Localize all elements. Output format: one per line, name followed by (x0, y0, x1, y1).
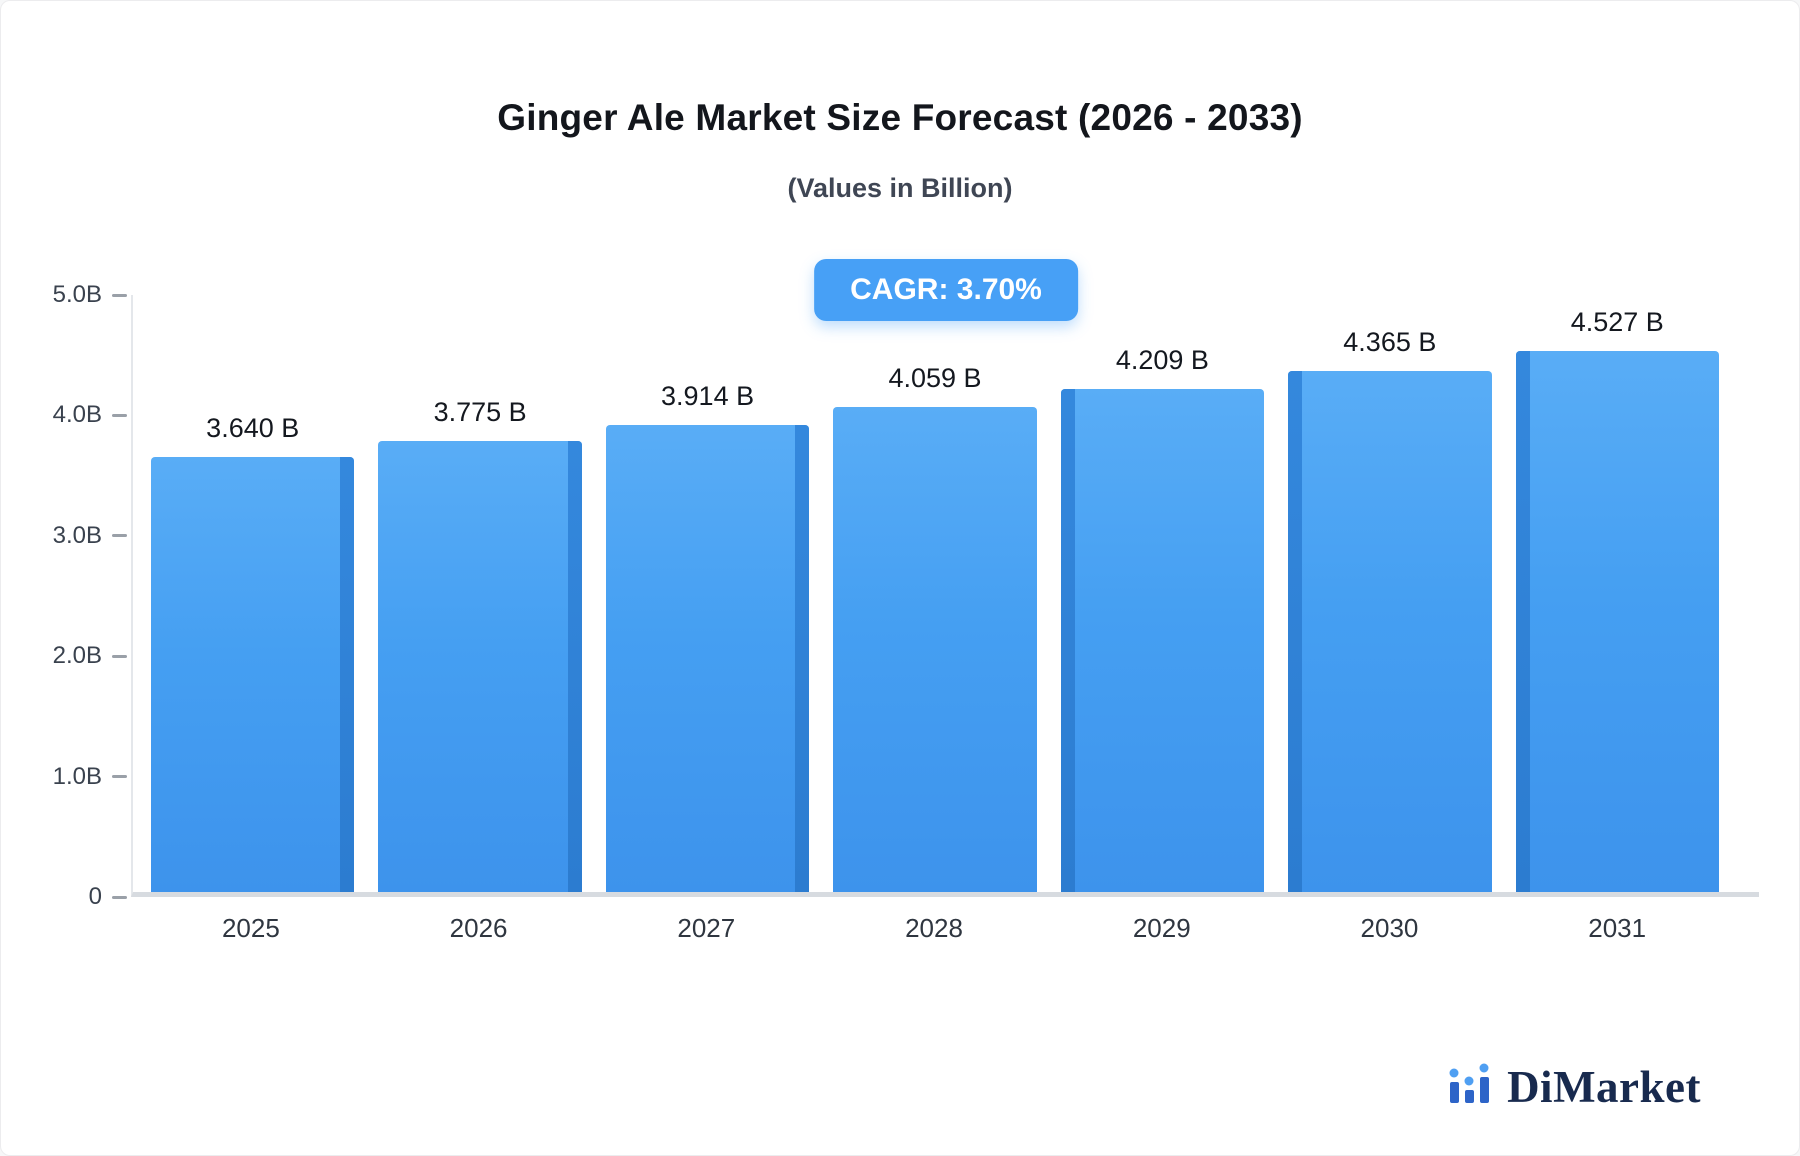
bar-slot-2031: 4.527 B (1515, 295, 1719, 892)
x-label-2031: 2031 (1588, 913, 1647, 943)
y-tick-mark (112, 293, 127, 297)
chart-title: Ginger Ale Market Size Forecast (2026 - … (497, 97, 1303, 138)
bar-value-label: 3.640 B (206, 413, 300, 444)
bar-value-label: 3.775 B (433, 397, 527, 428)
y-tick-label: 4.0B (52, 401, 102, 429)
x-label-2029: 2029 (1132, 913, 1191, 943)
x-axis-labels: 2025 2026 2027 2028 2029 2030 2031 (131, 913, 1759, 944)
y-tick-3.0B: 3.0B (53, 522, 127, 550)
bar-3d-edge (567, 441, 582, 892)
bar-2027 (605, 424, 810, 892)
bar-value-label: 4.527 B (1570, 307, 1664, 338)
y-tick-4.0B: 4.0B (53, 401, 127, 429)
bar-value-label: 4.365 B (1343, 326, 1437, 357)
logo: DiMarket (1446, 1060, 1701, 1113)
bar-2031 (1515, 351, 1719, 892)
y-tick-label: 5.0B (52, 281, 102, 308)
bar-3d-edge (795, 424, 810, 892)
y-tick-mark (112, 413, 127, 417)
y-tick-0: 0 (89, 883, 127, 911)
x-label-2027: 2027 (677, 913, 736, 943)
bar-value-label: 4.059 B (888, 363, 982, 394)
chart-subtitle: (Values in Billion) (787, 173, 1013, 203)
bar-2028 (833, 407, 1037, 892)
y-tick-label: 3.0B (52, 521, 102, 549)
x-label-2028: 2028 (905, 913, 963, 943)
y-tick-mark (112, 654, 127, 658)
y-tick-label: 0 (88, 883, 102, 910)
bar-slot-2027: 3.914 B (605, 295, 810, 892)
bar-value-label: 4.209 B (1115, 345, 1209, 376)
y-tick-2.0B: 2.0B (53, 642, 127, 670)
y-tick-5.0B: 5.0B (53, 281, 127, 309)
bar-slot-2025: 3.640 B (151, 295, 355, 892)
y-tick-1.0B: 1.0B (53, 763, 127, 791)
bars: 3.640 B 3.775 B 3.914 B 4.059 B 4.209 B 4.365… (133, 295, 1759, 892)
plot-area: 3.640 B 3.775 B 3.914 B 4.059 B 4.209 B 4.365… (131, 295, 1759, 897)
y-tick-label: 2.0B (52, 642, 102, 670)
bar-slot-2030: 4.365 B (1288, 295, 1492, 892)
y-tick-mark (112, 895, 127, 899)
y-tick-mark (112, 775, 127, 779)
bar-slot-2028: 4.059 B (833, 295, 1037, 892)
y-tick-mark (112, 534, 127, 538)
bar-2030 (1288, 370, 1492, 892)
bar-slot-2026: 3.775 B (378, 295, 582, 892)
logo-text: DiMarket (1507, 1061, 1701, 1112)
bar-2026 (378, 441, 582, 892)
bar-3d-edge (1060, 389, 1075, 892)
cagr-badge: CAGR: 3.70% (814, 259, 1078, 321)
x-label-2025: 2025 (221, 913, 280, 943)
bar-2025 (151, 457, 355, 892)
bar-3d-edge (340, 457, 355, 892)
dimarket-logo-icon (1446, 1060, 1494, 1113)
x-label-2026: 2026 (449, 913, 508, 943)
y-axis-labels: 5.0B 4.0B 3.0B 2.0B 1.0B 0 (1, 281, 131, 910)
x-label-2030: 2030 (1360, 913, 1419, 943)
bar-value-label: 3.914 B (661, 380, 755, 411)
chart-area: 5.0B 4.0B 3.0B 2.0B 1.0B 0 3.640 B 3.775 B 3.91… (1, 281, 1799, 910)
bar-3d-edge (1515, 351, 1530, 892)
bar-2029 (1060, 389, 1265, 892)
bar-3d-edge (1288, 370, 1303, 892)
bar-slot-2029: 4.209 B (1060, 295, 1265, 892)
y-tick-label: 1.0B (52, 762, 102, 790)
